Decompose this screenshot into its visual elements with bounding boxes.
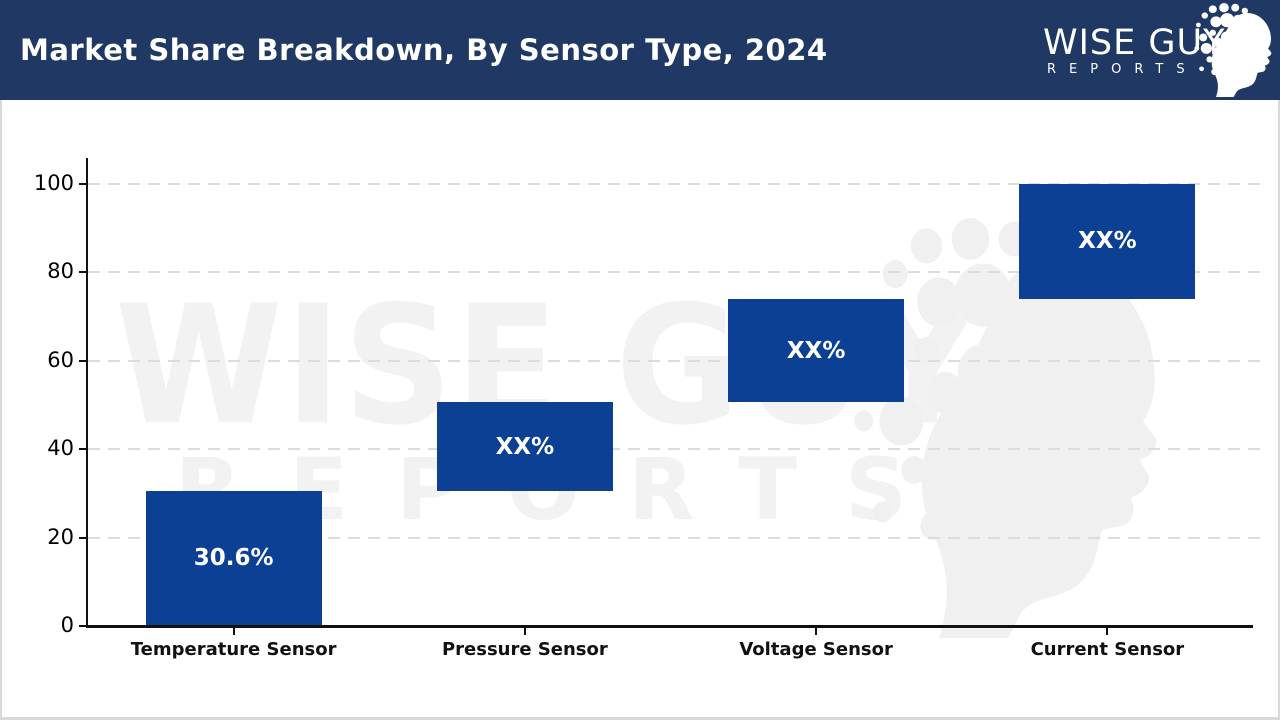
y-axis-line [86, 158, 88, 628]
x-category-label-pressure-sensor: Pressure Sensor [441, 639, 608, 660]
bar-value-label-current-sensor: XX% [1078, 228, 1137, 255]
x-tick-mark-current-sensor [1106, 626, 1109, 635]
watermark-dotted-head-icon [845, 218, 1190, 638]
y-tick-label-20: 20 [47, 524, 74, 549]
bar-pressure-sensor: XX% [436, 402, 613, 491]
bar-current-sensor: XX% [1019, 184, 1196, 299]
bar-voltage-sensor: XX% [728, 298, 905, 403]
chart-title: Market Share Breakdown, By Sensor Type, … [20, 33, 828, 67]
y-tick-label-80: 80 [47, 259, 74, 284]
brand-logo-subtext: REPORTS [1047, 62, 1198, 77]
brand-logo-wordmark: WISE GUY [1043, 23, 1226, 63]
y-tick-mark-60 [79, 359, 88, 362]
y-tick-label-100: 100 [33, 171, 74, 195]
y-tick-label-60: 60 [47, 347, 74, 372]
gridline-60 [88, 359, 1261, 362]
y-tick-mark-80 [79, 271, 88, 274]
y-tick-label-0: 0 [60, 613, 74, 637]
x-tick-mark-temperature-sensor [232, 626, 235, 635]
gridline-100 [88, 183, 1261, 185]
gridline-20 [88, 536, 1261, 539]
x-category-label-temperature-sensor: Temperature Sensor [130, 639, 337, 660]
x-category-label-current-sensor: Current Sensor [1030, 639, 1185, 660]
bar-value-label-temperature-sensor: 30.6% [193, 545, 274, 572]
bar-value-label-voltage-sensor: XX% [786, 337, 846, 364]
gridline-40 [88, 448, 1261, 451]
header-bar: Market Share Breakdown, By Sensor Type, … [0, 0, 1280, 100]
y-tick-label-40: 40 [47, 436, 74, 461]
x-category-label-voltage-sensor: Voltage Sensor [739, 639, 893, 660]
y-tick-mark-0 [79, 625, 88, 627]
y-tick-mark-20 [79, 536, 88, 539]
y-tick-mark-100 [79, 183, 88, 185]
x-tick-mark-voltage-sensor [815, 626, 818, 635]
y-tick-mark-40 [79, 448, 88, 451]
brand-logo: WISE GUY REPORTS [1035, 0, 1280, 100]
gridline-80 [88, 271, 1261, 274]
x-axis-line [86, 625, 1253, 628]
bar-temperature-sensor: 30.6% [145, 490, 322, 626]
bar-value-label-pressure-sensor: XX% [495, 433, 555, 460]
dotted-head-icon [1192, 3, 1280, 98]
x-tick-mark-pressure-sensor [523, 626, 526, 635]
